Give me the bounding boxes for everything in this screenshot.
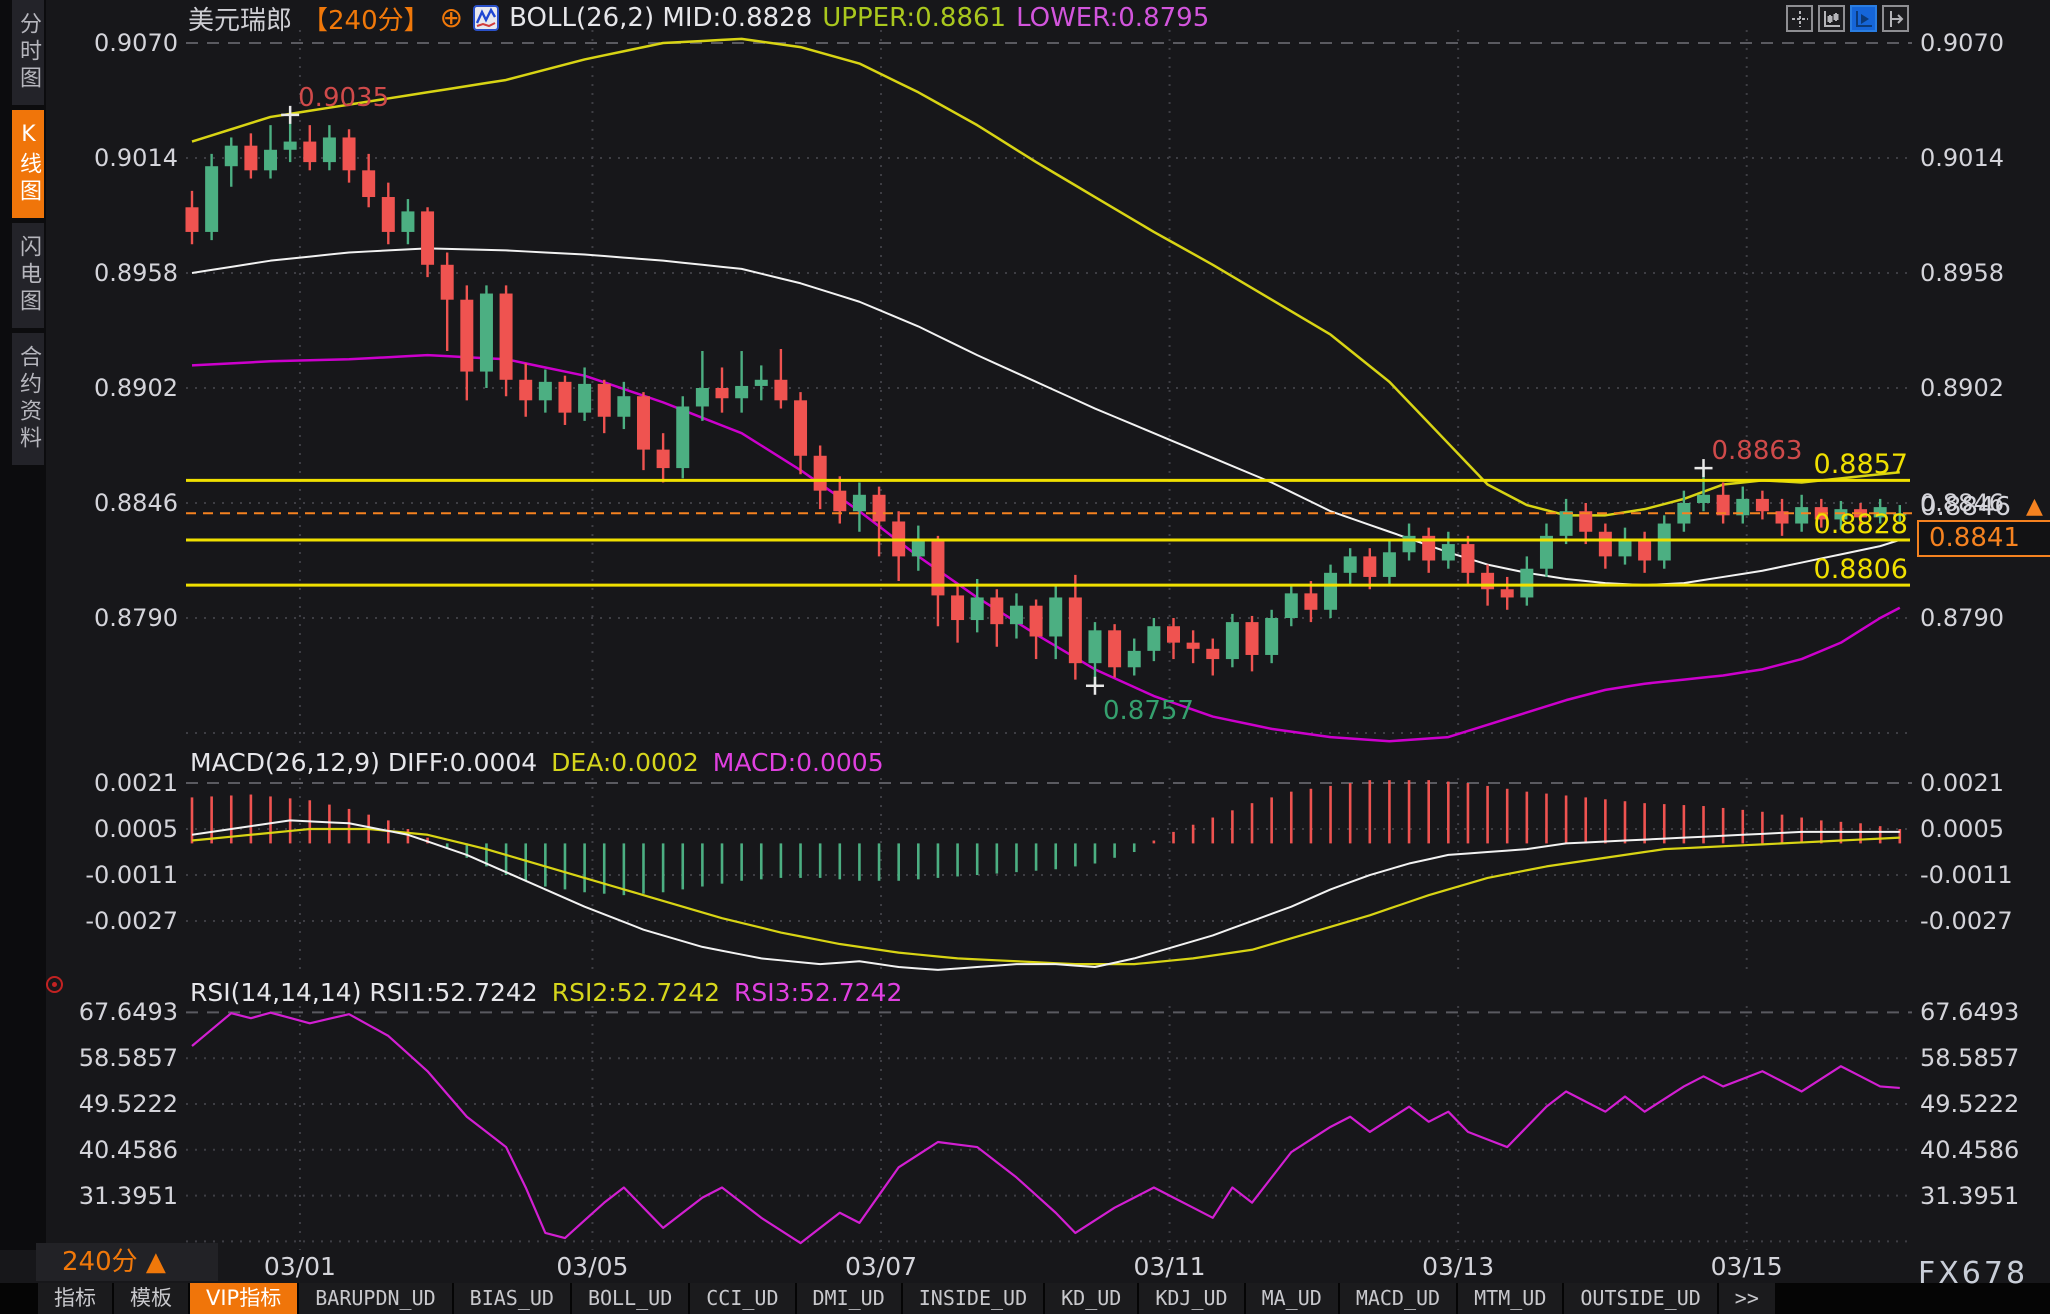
price-axis-label: 0.8846 xyxy=(94,488,178,517)
macd-axis-label: 0.0021 xyxy=(1920,769,2004,798)
circle-plus-icon[interactable]: ⊕ xyxy=(439,1,464,34)
price-axis-label: 0.9070 xyxy=(94,29,178,57)
price-axis-label: 0.8790 xyxy=(1920,603,2004,632)
indicator-tab[interactable]: MACD_UD xyxy=(1339,1283,1457,1314)
sidebar-tab-active[interactable]: K线图 xyxy=(12,110,44,218)
rsi-header: RSI(14,14,14) RSI1:52.7242 RSI2:52.7242 … xyxy=(190,978,902,1007)
sidebar: 分时图 K线图闪电图合约资料 xyxy=(0,0,46,1250)
rsi2-readout: RSI2:52.7242 xyxy=(551,978,721,1007)
macd-axis-label: -0.0027 xyxy=(1920,907,2013,936)
indicator-tab[interactable]: KDJ_UD xyxy=(1139,1283,1244,1314)
price-axis-label: 0.9070 xyxy=(1920,29,2004,57)
macd-dea-readout: DEA:0.0002 xyxy=(551,748,699,777)
indicator-tab[interactable]: BIAS_UD xyxy=(453,1283,570,1314)
macd-header: MACD(26,12,9) DIFF:0.0004 DEA:0.0002 MAC… xyxy=(190,748,884,777)
macd-diff-readout: MACD(26,12,9) DIFF:0.0004 xyxy=(190,748,538,777)
rsi-axis-label: 58.5857 xyxy=(1920,1044,2020,1073)
macd-axis-label: 0.0005 xyxy=(1920,815,2004,844)
boll-lower-readout: LOWER:0.8795 xyxy=(1016,3,1210,33)
macd-axis-label: 0.0005 xyxy=(94,815,178,844)
price-annotation: 0.8757 xyxy=(1102,695,1194,726)
price-annotation: 0.9035 xyxy=(298,82,390,113)
price-axis-label: 0.9014 xyxy=(94,143,178,172)
macd-axis-label: -0.0027 xyxy=(85,907,178,936)
boll-mid-readout: BOLL(26,2) MID:0.8828 xyxy=(509,3,813,33)
axis-price-label: 0.8846 xyxy=(1920,492,2011,522)
chart-tool-buttons xyxy=(1786,5,1909,32)
rsi-axis-label: 31.3951 xyxy=(78,1181,178,1210)
rsi-axis-label: 49.5222 xyxy=(78,1090,178,1118)
period-selector[interactable]: 240分 ▲ xyxy=(36,1243,218,1281)
price-axis-label: 0.8790 xyxy=(94,603,178,632)
period-badge[interactable]: 【240分】 xyxy=(302,5,430,36)
current-price-box: 0.8841 xyxy=(1917,520,2050,557)
symbol-title: 美元瑞郎 xyxy=(188,5,293,36)
price-up-arrow-icon: ▲ xyxy=(2026,494,2043,519)
chart-header: 美元瑞郎 【240分】 ⊕ BOLL(26,2) MID:0.8828 UPPER… xyxy=(188,1,1210,36)
indicator-tab[interactable]: MA_UD xyxy=(1245,1283,1338,1314)
indicator-tab[interactable]: BARUPDN_UD xyxy=(299,1283,452,1314)
watermark: FX678 xyxy=(1918,1256,2029,1291)
macd-value-readout: MACD:0.0005 xyxy=(712,748,884,777)
indicator-tab[interactable]: OUTSIDE_UD xyxy=(1564,1283,1717,1314)
price-axis-label: 0.8902 xyxy=(1920,373,2004,402)
price-annotation: 0.8863 xyxy=(1711,436,1803,467)
level-line-label: 0.8806 xyxy=(1813,554,1908,586)
indicator-tab[interactable]: INSIDE_UD xyxy=(902,1283,1044,1314)
macd-axis-label: -0.0011 xyxy=(85,861,178,890)
indicator-chart-icon[interactable] xyxy=(473,5,500,31)
date-axis-label: 03/11 xyxy=(1133,1252,1206,1281)
axis-candle-icon[interactable] xyxy=(1818,5,1845,32)
sidebar-tab-item[interactable]: 分时图 xyxy=(12,0,44,105)
rsi-axis-label: 31.3951 xyxy=(1920,1181,2020,1210)
indicator-tab[interactable]: 指标 xyxy=(38,1283,112,1314)
indicator-tab[interactable]: DMI_UD xyxy=(796,1283,901,1314)
price-axis-label: 0.8846 xyxy=(1920,488,2004,517)
date-axis-label: 03/15 xyxy=(1710,1252,1783,1281)
price-axis-label: 0.9014 xyxy=(1920,143,2004,172)
date-axis-label: 03/13 xyxy=(1422,1252,1495,1281)
sidebar-tab-item[interactable]: 合约资料 xyxy=(12,333,44,465)
date-axis-label: 03/05 xyxy=(556,1252,629,1281)
sidebar-tab-item[interactable]: 闪电图 xyxy=(12,223,44,328)
boll-upper-readout: UPPER:0.8861 xyxy=(822,3,1007,33)
rsi-axis-label: 40.4586 xyxy=(1920,1135,2020,1164)
indicator-tab[interactable]: CCI_UD xyxy=(690,1283,795,1314)
indicator-tab[interactable]: 模板 xyxy=(114,1283,188,1314)
rsi-axis-label: 58.5857 xyxy=(78,1044,178,1073)
date-axis-label: 03/01 xyxy=(263,1252,336,1281)
indicator-tab[interactable]: >> xyxy=(1718,1283,1775,1314)
rsi-axis-label: 67.6493 xyxy=(78,998,178,1027)
rsi1-readout: RSI(14,14,14) RSI1:52.7242 xyxy=(190,978,538,1007)
level-line-label: 0.8857 xyxy=(1813,449,1908,481)
date-axis-label: 03/07 xyxy=(844,1252,918,1281)
axis-play-icon[interactable] xyxy=(1850,5,1877,32)
rsi-axis-label: 40.4586 xyxy=(78,1135,178,1164)
level-line-label: 0.8828 xyxy=(1813,508,1908,540)
indicator-tab-bar: 指标 模板 VIP指标 BARUPDN_UD BIAS_UD BOLL_UD CCI_UD D… xyxy=(0,1283,2050,1314)
indicator-tab[interactable]: MTM_UD xyxy=(1458,1283,1563,1314)
indicator-tab[interactable]: BOLL_UD xyxy=(571,1283,689,1314)
indicator-tab[interactable]: KD_UD xyxy=(1045,1283,1138,1314)
axis-arrow-icon[interactable] xyxy=(1882,5,1909,32)
indicator-tab[interactable]: VIP指标 xyxy=(190,1283,298,1314)
record-dot-icon[interactable] xyxy=(46,976,63,993)
price-axis-label: 0.8902 xyxy=(94,373,178,402)
pan-crosshair-icon[interactable] xyxy=(1786,5,1813,32)
rsi-axis-label: 67.6493 xyxy=(1920,998,2020,1027)
rsi3-readout: RSI3:52.7242 xyxy=(734,978,903,1007)
macd-axis-label: -0.0011 xyxy=(1920,861,2013,890)
macd-axis-label: 0.0021 xyxy=(94,769,178,798)
rsi-axis-label: 49.5222 xyxy=(1920,1090,2020,1118)
price-axis-label: 0.8958 xyxy=(94,258,178,287)
price-axis-label: 0.8958 xyxy=(1920,258,2004,287)
